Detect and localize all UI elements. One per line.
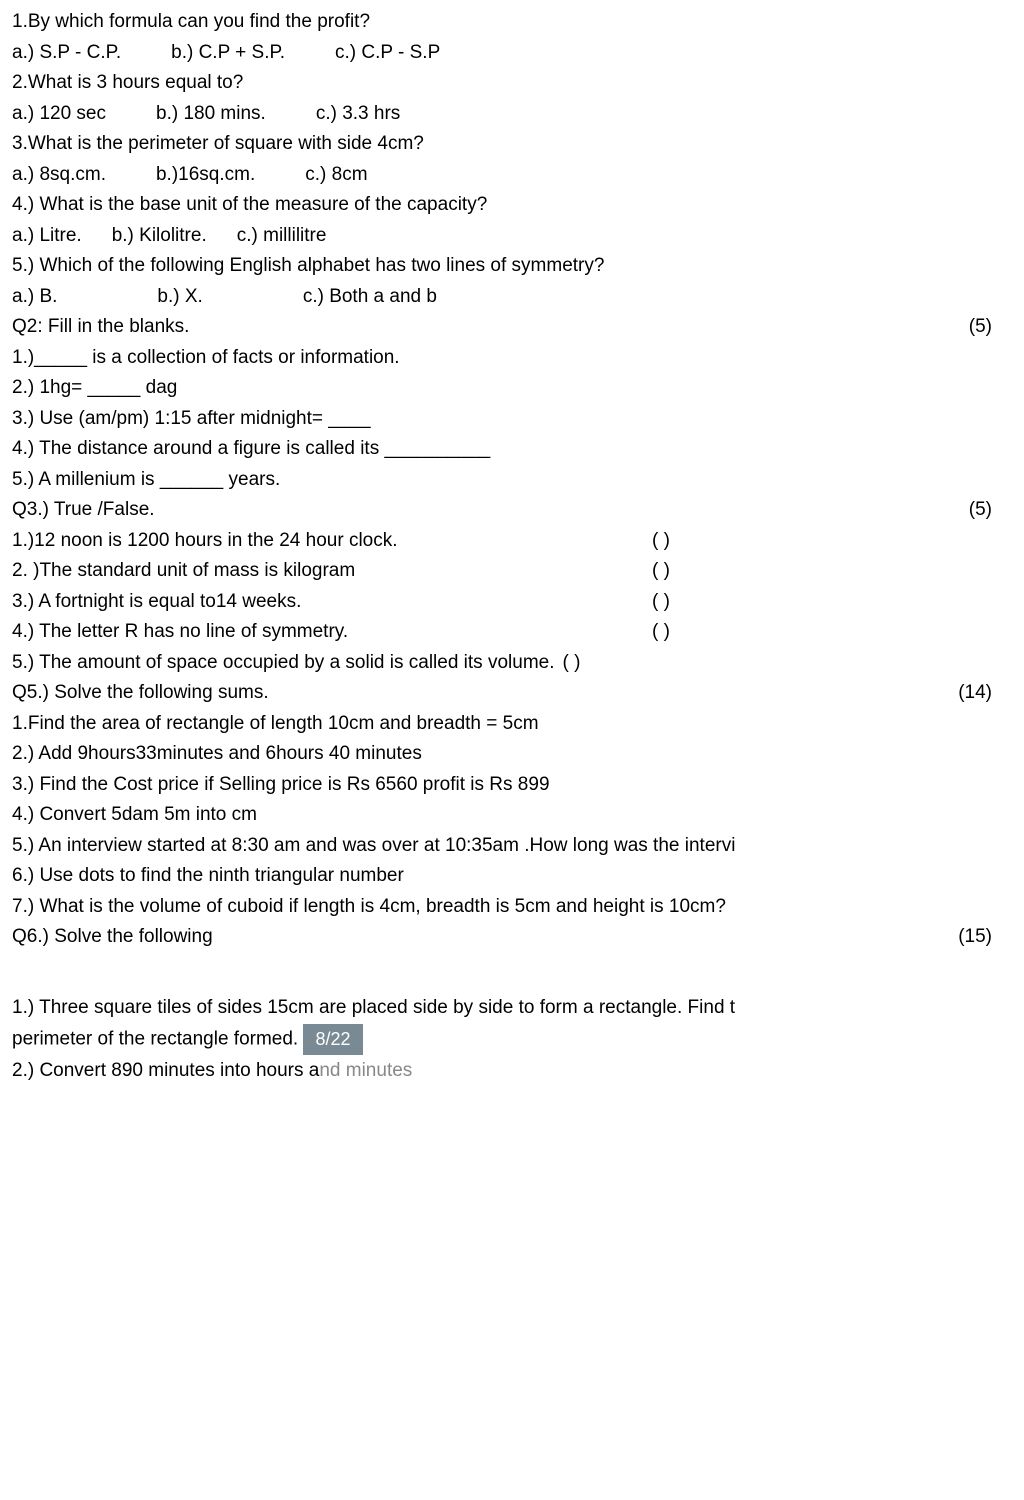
q3-item-4: 4.) The letter R has no line of symmetry…	[12, 618, 1012, 647]
q5-header: Q5.) Solve the following sums.	[12, 679, 269, 708]
q3-text-1: 1.)12 noon is 1200 hours in the 24 hour …	[12, 527, 652, 556]
q5-marks: (14)	[958, 679, 1012, 708]
q6-item-1a: 1.) Three square tiles of sides 15cm are…	[12, 994, 1012, 1023]
opt-4b: b.) Kilolitre.	[112, 222, 207, 251]
q2-marks: (5)	[969, 313, 1012, 342]
opt-2b: b.) 180 mins.	[156, 100, 266, 129]
mcq-options-1: a.) S.P - C.P. b.) C.P + S.P. c.) C.P - …	[12, 39, 1012, 68]
mcq-options-3: a.) 8sq.cm. b.)16sq.cm. c.) 8cm	[12, 161, 1012, 190]
mcq-question-4: 4.) What is the base unit of the measure…	[12, 191, 1012, 220]
opt-4a: a.) Litre.	[12, 222, 82, 251]
opt-3a: a.) 8sq.cm.	[12, 161, 106, 190]
q5-item-1: 1.Find the area of rectangle of length 1…	[12, 710, 1012, 739]
q3-item-5: 5.) The amount of space occupied by a so…	[12, 649, 1012, 678]
opt-2a: a.) 120 sec	[12, 100, 106, 129]
mcq-options-5: a.) B. b.) X. c.) Both a and b	[12, 283, 1012, 312]
q6-item-1b-pre: perimeter of the rectangle formed.	[12, 1029, 298, 1050]
q2-item-2: 2.) 1hg= _____ dag	[12, 374, 1012, 403]
q3-marks: (5)	[969, 496, 1012, 525]
q5-item-4: 4.) Convert 5dam 5m into cm	[12, 801, 1012, 830]
q2-item-1: 1.)_____ is a collection of facts or inf…	[12, 344, 1012, 373]
q3-item-3: 3.) A fortnight is equal to14 weeks. ( )	[12, 588, 1012, 617]
q2-item-4: 4.) The distance around a figure is call…	[12, 435, 1012, 464]
q6-item-2-pre: 2.) Convert 890 minutes into hours a	[12, 1060, 319, 1081]
q5-item-6: 6.) Use dots to find the ninth triangula…	[12, 862, 1012, 891]
opt-3b: b.)16sq.cm.	[156, 161, 255, 190]
q5-item-7: 7.) What is the volume of cuboid if leng…	[12, 893, 1012, 922]
q3-text-3: 3.) A fortnight is equal to14 weeks.	[12, 588, 652, 617]
opt-4c: c.) millilitre	[237, 222, 327, 251]
opt-1b: b.) C.P + S.P.	[171, 39, 285, 68]
q3-text-4: 4.) The letter R has no line of symmetry…	[12, 618, 652, 647]
q3-text-5: 5.) The amount of space occupied by a so…	[12, 649, 555, 678]
opt-5a: a.) B.	[12, 283, 57, 312]
mcq-question-5: 5.) Which of the following English alpha…	[12, 252, 1012, 281]
q5-item-3: 3.) Find the Cost price if Selling price…	[12, 771, 1012, 800]
mcq-question-3: 3.What is the perimeter of square with s…	[12, 130, 1012, 159]
q2-header: Q2: Fill in the blanks.	[12, 313, 189, 342]
q3-paren-2: ( )	[652, 557, 742, 586]
q3-paren-1: ( )	[652, 527, 742, 556]
mcq-question-1: 1.By which formula can you find the prof…	[12, 8, 1012, 37]
q6-marks: (15)	[958, 923, 1012, 952]
opt-5c: c.) Both a and b	[303, 283, 437, 312]
blank-space	[12, 954, 1012, 994]
opt-1a: a.) S.P - C.P.	[12, 39, 121, 68]
q3-item-1: 1.)12 noon is 1200 hours in the 24 hour …	[12, 527, 1012, 556]
q6-item-2: 2.) Convert 890 minutes into hours and m…	[12, 1057, 1012, 1086]
page-badge: 8/22	[303, 1024, 362, 1055]
opt-2c: c.) 3.3 hrs	[316, 100, 400, 129]
q2-item-3: 3.) Use (am/pm) 1:15 after midnight= ___…	[12, 405, 1012, 434]
q6-item-1b: perimeter of the rectangle formed. 8/22	[12, 1024, 1012, 1055]
q6-item-2-post: nd minutes	[319, 1060, 412, 1081]
mcq-options-2: a.) 120 sec b.) 180 mins. c.) 3.3 hrs	[12, 100, 1012, 129]
q3-header: Q3.) True /False.	[12, 496, 155, 525]
opt-1c: c.) C.P - S.P	[335, 39, 440, 68]
q3-paren-5: ( )	[555, 649, 645, 678]
q5-item-5: 5.) An interview started at 8:30 am and …	[12, 832, 1012, 861]
q3-item-2: 2. )The standard unit of mass is kilogra…	[12, 557, 1012, 586]
q2-item-5: 5.) A millenium is ______ years.	[12, 466, 1012, 495]
opt-3c: c.) 8cm	[305, 161, 367, 190]
opt-5b: b.) X.	[157, 283, 202, 312]
q3-text-2: 2. )The standard unit of mass is kilogra…	[12, 557, 652, 586]
q5-item-2: 2.) Add 9hours33minutes and 6hours 40 mi…	[12, 740, 1012, 769]
q6-header: Q6.) Solve the following	[12, 923, 213, 952]
mcq-options-4: a.) Litre. b.) Kilolitre. c.) millilitre	[12, 222, 1012, 251]
mcq-question-2: 2.What is 3 hours equal to?	[12, 69, 1012, 98]
q3-paren-4: ( )	[652, 618, 742, 647]
q3-paren-3: ( )	[652, 588, 742, 617]
